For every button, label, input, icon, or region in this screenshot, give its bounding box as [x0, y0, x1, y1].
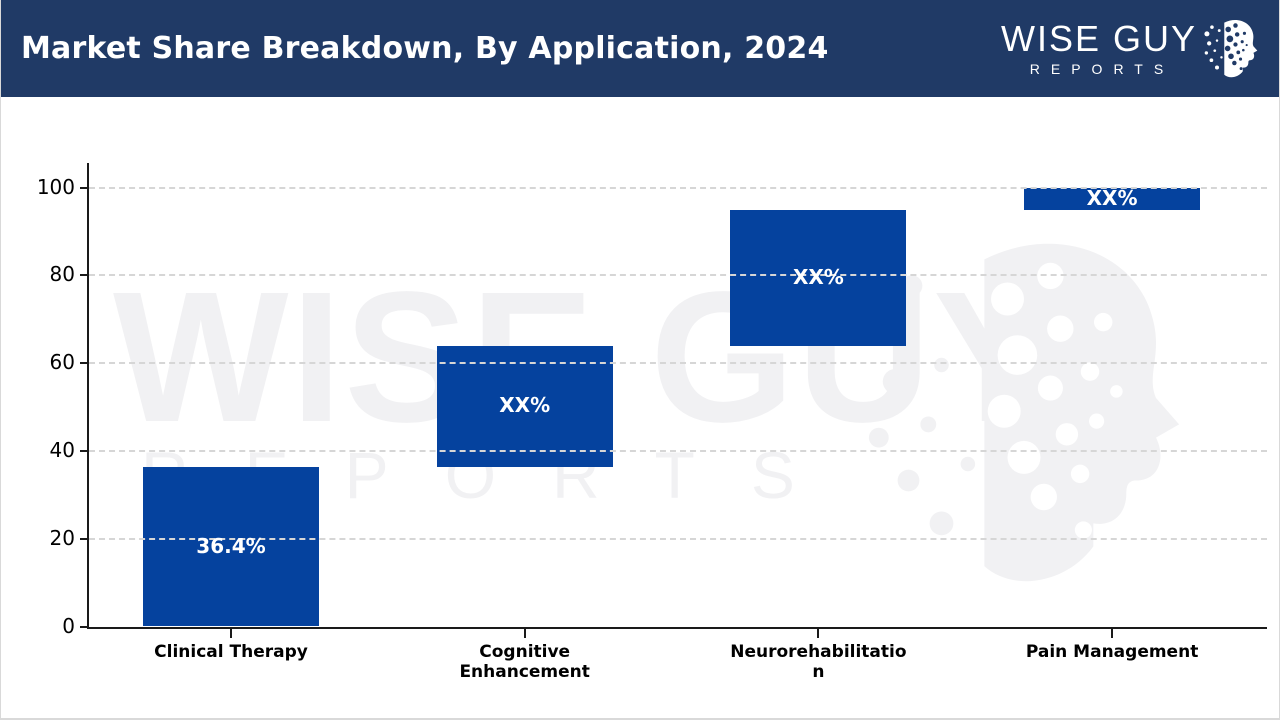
y-tick-label-0: 0 [62, 613, 75, 638]
gridline-100 [89, 186, 1267, 189]
plot-area: 0 20 40 60 80 100 36.4% Clinical Therapy XX% Cogn… [1, 97, 1279, 718]
gridline-60 [89, 362, 1267, 365]
y-tick-label-100: 100 [36, 174, 75, 199]
gridline-20 [89, 537, 1267, 540]
x-tick-label-cognitive-enhancement: Cognitive Enhancement [405, 642, 645, 682]
bar-value-label-pain-management: XX% [1086, 185, 1138, 210]
y-tickmark-0 [80, 625, 89, 628]
x-tick-label-line: Cognitive [479, 641, 571, 662]
x-tick-label-line: Enhancement [459, 661, 590, 682]
y-tick-label-20: 20 [49, 525, 75, 550]
x-tick-label-line: Clinical Therapy [154, 641, 308, 662]
brand-sub: REPORTS [1029, 60, 1175, 77]
header: Market Share Breakdown, By Application, … [1, 0, 1279, 97]
y-axis-line [87, 163, 89, 629]
brand-logo: WISE GUY REPORTS [1001, 13, 1259, 85]
bar-pain-management [1024, 187, 1201, 211]
bar-cognitive-enhancement [436, 345, 613, 467]
y-tickmark-60 [80, 362, 89, 365]
x-axis-line [87, 626, 1267, 629]
bar-value-label-neurorehabilitation: XX% [792, 264, 844, 289]
y-tickmark-100 [80, 186, 89, 189]
chart-area: WISE GUY REPORTS 0 20 40 60 80 100 36.4% Clinic… [1, 97, 1279, 718]
bar-value-label-clinical-therapy: 36.4% [196, 533, 266, 558]
x-tickmark-clinical-therapy [230, 628, 232, 638]
brand-face-icon [1203, 13, 1259, 85]
gridline-80 [89, 274, 1267, 277]
y-tickmark-40 [80, 449, 89, 452]
x-tick-label-line: n [812, 661, 825, 682]
x-tickmark-neurorehabilitation [817, 628, 820, 638]
gridline-40 [89, 449, 1267, 452]
brand-text: WISE GUY REPORTS [1000, 17, 1197, 77]
bar-value-label-cognitive-enhancement: XX% [499, 393, 551, 418]
page-title: Market Share Breakdown, By Application, … [21, 31, 829, 66]
bar-clinical-therapy [143, 466, 319, 627]
x-tickmark-pain-management [1111, 628, 1114, 638]
x-tick-label-line: Neurorehabilitatio [730, 641, 907, 662]
x-tick-label-neurorehabilitation: Neurorehabilitatio n [698, 642, 938, 682]
x-tick-label-clinical-therapy: Clinical Therapy [111, 642, 351, 662]
y-tickmark-80 [80, 274, 89, 277]
brand-name: WISE GUY [1000, 17, 1197, 59]
y-tickmark-20 [80, 537, 89, 540]
y-tick-label-60: 60 [49, 350, 75, 375]
x-tick-label-pain-management: Pain Management [992, 642, 1232, 662]
y-tick-label-80: 80 [49, 262, 75, 287]
x-tick-label-line: Pain Management [1025, 641, 1199, 662]
x-tickmark-cognitive-enhancement [523, 628, 526, 638]
y-tick-label-40: 40 [49, 437, 75, 462]
